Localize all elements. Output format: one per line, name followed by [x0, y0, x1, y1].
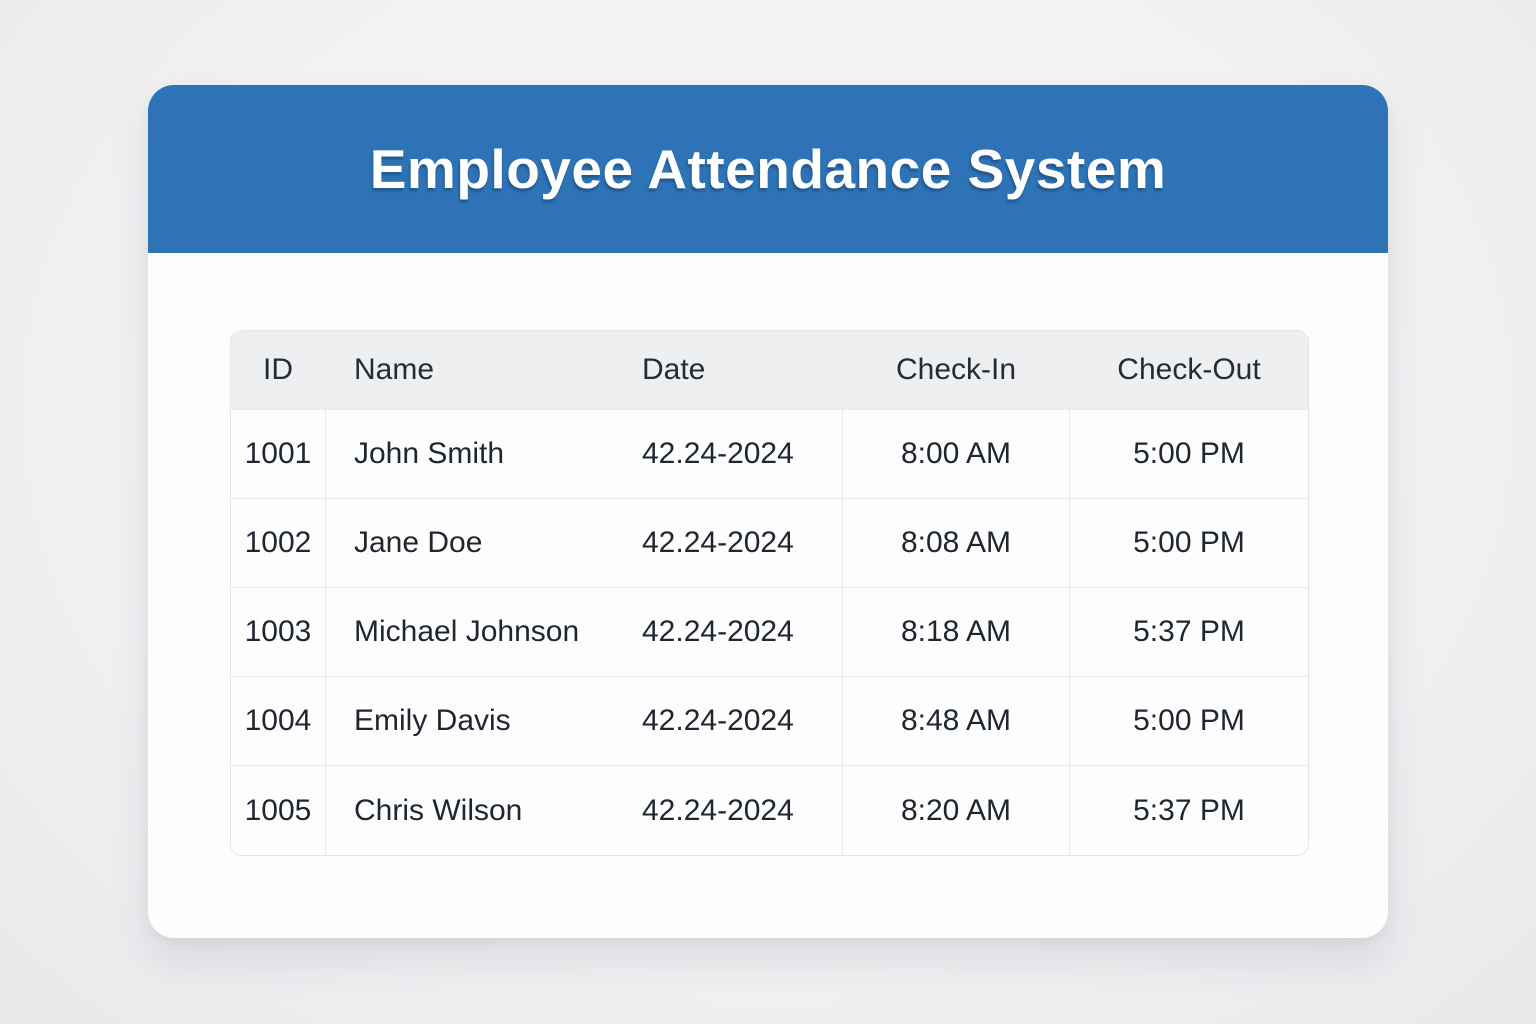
cell-check-in: 8:00 AM — [843, 410, 1070, 499]
cell-id: 1003 — [231, 588, 326, 677]
table-row: 1003 Michael Johnson 42.24-2024 8:18 AM … — [231, 588, 1308, 677]
cell-id: 1002 — [231, 499, 326, 588]
column-header-date: Date — [621, 331, 843, 410]
cell-date: 42.24-2024 — [621, 410, 843, 499]
column-header-check-in: Check-In — [843, 331, 1070, 410]
table-row: 1004 Emily Davis 42.24-2024 8:48 AM 5:00… — [231, 677, 1308, 766]
cell-date: 42.24-2024 — [621, 677, 843, 766]
card-header: Employee Attendance System — [148, 85, 1388, 253]
column-header-name: Name — [326, 331, 621, 410]
cell-name: Michael Johnson — [326, 588, 621, 677]
cell-date: 42.24-2024 — [621, 766, 843, 855]
cell-check-out: 5:00 PM — [1070, 677, 1308, 766]
attendance-table: ID Name Date Check-In Check-Out 1001 Joh… — [230, 330, 1309, 856]
cell-check-out: 5:37 PM — [1070, 766, 1308, 855]
card-body: ID Name Date Check-In Check-Out 1001 Joh… — [148, 253, 1388, 856]
cell-check-out: 5:00 PM — [1070, 410, 1308, 499]
cell-check-out: 5:00 PM — [1070, 499, 1308, 588]
table-row: 1005 Chris Wilson 42.24-2024 8:20 AM 5:3… — [231, 766, 1308, 855]
cell-id: 1005 — [231, 766, 326, 855]
cell-name: Chris Wilson — [326, 766, 621, 855]
cell-check-in: 8:20 AM — [843, 766, 1070, 855]
cell-check-in: 8:08 AM — [843, 499, 1070, 588]
table-row: 1002 Jane Doe 42.24-2024 8:08 AM 5:00 PM — [231, 499, 1308, 588]
table-row: 1001 John Smith 42.24-2024 8:00 AM 5:00 … — [231, 410, 1308, 499]
cell-date: 42.24-2024 — [621, 588, 843, 677]
column-header-check-out: Check-Out — [1070, 331, 1308, 410]
cell-name: Emily Davis — [326, 677, 621, 766]
cell-id: 1004 — [231, 677, 326, 766]
cell-id: 1001 — [231, 410, 326, 499]
column-header-id: ID — [231, 331, 326, 410]
page-title: Employee Attendance System — [369, 138, 1167, 200]
cell-name: Jane Doe — [326, 499, 621, 588]
table-header-row: ID Name Date Check-In Check-Out — [231, 331, 1308, 410]
attendance-card: Employee Attendance System ID Name Date … — [148, 85, 1388, 938]
cell-check-in: 8:48 AM — [843, 677, 1070, 766]
cell-date: 42.24-2024 — [621, 499, 843, 588]
cell-check-out: 5:37 PM — [1070, 588, 1308, 677]
cell-name: John Smith — [326, 410, 621, 499]
cell-check-in: 8:18 AM — [843, 588, 1070, 677]
